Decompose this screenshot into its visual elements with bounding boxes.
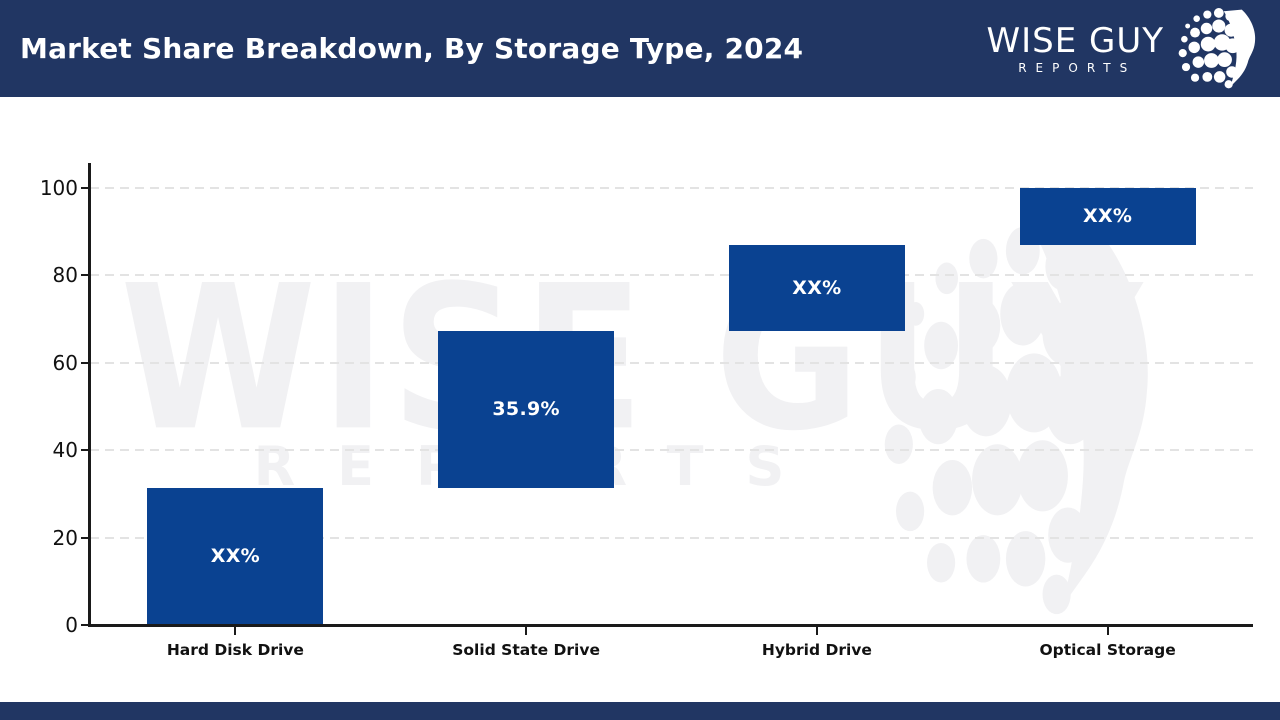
footer-bar [0,702,1280,720]
y-axis-line [88,163,91,627]
x-tick-label: Solid State Drive [452,641,600,659]
gridline-y-80 [90,274,1253,276]
logo-dotted-head-icon [1178,7,1256,88]
x-tick-label: Hard Disk Drive [166,641,304,659]
gridline-y-40 [90,449,1253,451]
logo-wordmark-sub: REPORTS [1018,60,1137,75]
bar-hard-disk-drive: XX% [147,487,324,625]
y-tick-label: 20 [52,525,78,550]
y-tick-label: 0 [65,613,78,637]
plot-area: 0 20 40 60 80 100 XX% Hard Disk Drive 35.9% Solid… [0,97,1280,702]
bar-value-label: XX% [792,276,842,299]
logo-wordmark-main: WISE GUY [986,20,1164,61]
bar-value-label: 35.9% [492,398,560,421]
page-title: Market Share Breakdown, By Storage Type,… [20,32,804,65]
x-tick-label: Hybrid Drive [761,641,872,659]
bar-value-label: XX% [210,545,260,568]
brand-logo: WISE GUY REPORTS [986,7,1266,90]
y-tickmark [81,361,89,364]
x-tickmark [1106,627,1109,635]
bar-value-label: XX% [1083,205,1133,228]
x-tickmark [234,627,237,635]
bar-hybrid-drive: XX% [728,245,905,331]
gridline-y-20 [90,536,1253,539]
header-bar: Market Share Breakdown, By Storage Type,… [0,0,1280,97]
y-tickmark [81,536,89,539]
y-tick-label: 40 [52,438,78,462]
y-tickmark [81,449,89,451]
gridline-y-60 [90,361,1253,364]
x-axis-line [88,624,1253,627]
y-tickmark [81,274,89,276]
x-tickmark [815,627,818,635]
logo-wordmark: WISE GUY REPORTS [986,24,1164,74]
y-tickmark [81,186,89,189]
x-tickmark [525,627,528,635]
gridline-y-100 [90,186,1253,189]
x-tick-label: Optical Storage [1039,641,1176,659]
y-tick-label: 80 [52,263,78,287]
y-tick-label: 100 [39,175,78,200]
y-tickmark [81,624,89,626]
bar-optical-storage: XX% [1019,187,1196,246]
y-tick-label: 60 [52,350,78,375]
bar-solid-state-drive: 35.9% [438,330,615,488]
